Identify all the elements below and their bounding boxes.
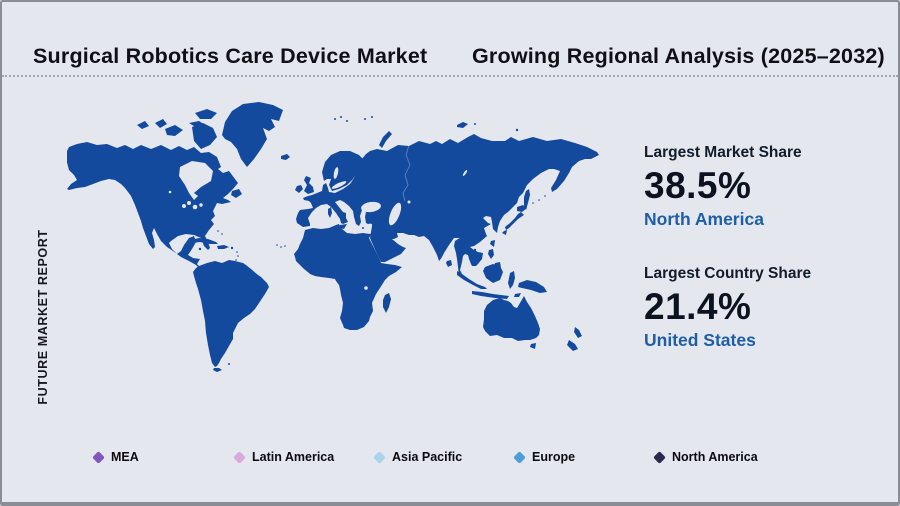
world-map-svg xyxy=(67,102,599,372)
legend-swatch-diamond-icon xyxy=(513,450,526,464)
brand-watermark: FUTURE MARKET REPORT xyxy=(36,229,50,405)
legend-swatch-diamond-icon xyxy=(233,450,246,464)
world-map xyxy=(67,97,622,402)
dotted-divider xyxy=(2,75,898,77)
legend-item-europe: Europe xyxy=(513,449,576,465)
stat-label: Largest Country Share xyxy=(644,265,812,282)
legend-item-north-america: North America xyxy=(653,449,758,465)
page-title: Surgical Robotics Care Device Market xyxy=(33,44,428,68)
legend-swatch-diamond-icon xyxy=(92,450,105,464)
legend-label: North America xyxy=(672,450,758,464)
legend-label: MEA xyxy=(111,450,139,464)
stat-largest-country-share: Largest Country Share 21.4% United State… xyxy=(644,265,894,351)
stat-region: United States xyxy=(644,329,756,350)
legend-item-latin-america: Latin America xyxy=(233,449,335,465)
legend-item-mea: MEA xyxy=(92,449,139,465)
stat-value: 38.5% xyxy=(644,165,752,206)
legend-swatch-diamond-icon xyxy=(653,450,666,464)
stat-region: North America xyxy=(644,208,764,229)
legend-swatch-diamond-icon xyxy=(373,450,386,464)
legend-label: Asia Pacific xyxy=(392,450,463,464)
page-subtitle: Growing Regional Analysis (2025–2032) xyxy=(472,44,885,68)
legend-label: Latin America xyxy=(252,450,335,464)
legend-item-asia-pacific: Asia Pacific xyxy=(373,449,463,465)
legend-label: Europe xyxy=(532,450,576,464)
stat-largest-market-share: Largest Market Share 38.5% North America xyxy=(644,144,894,230)
stat-value: 21.4% xyxy=(644,286,752,327)
stat-label: Largest Market Share xyxy=(644,144,802,161)
